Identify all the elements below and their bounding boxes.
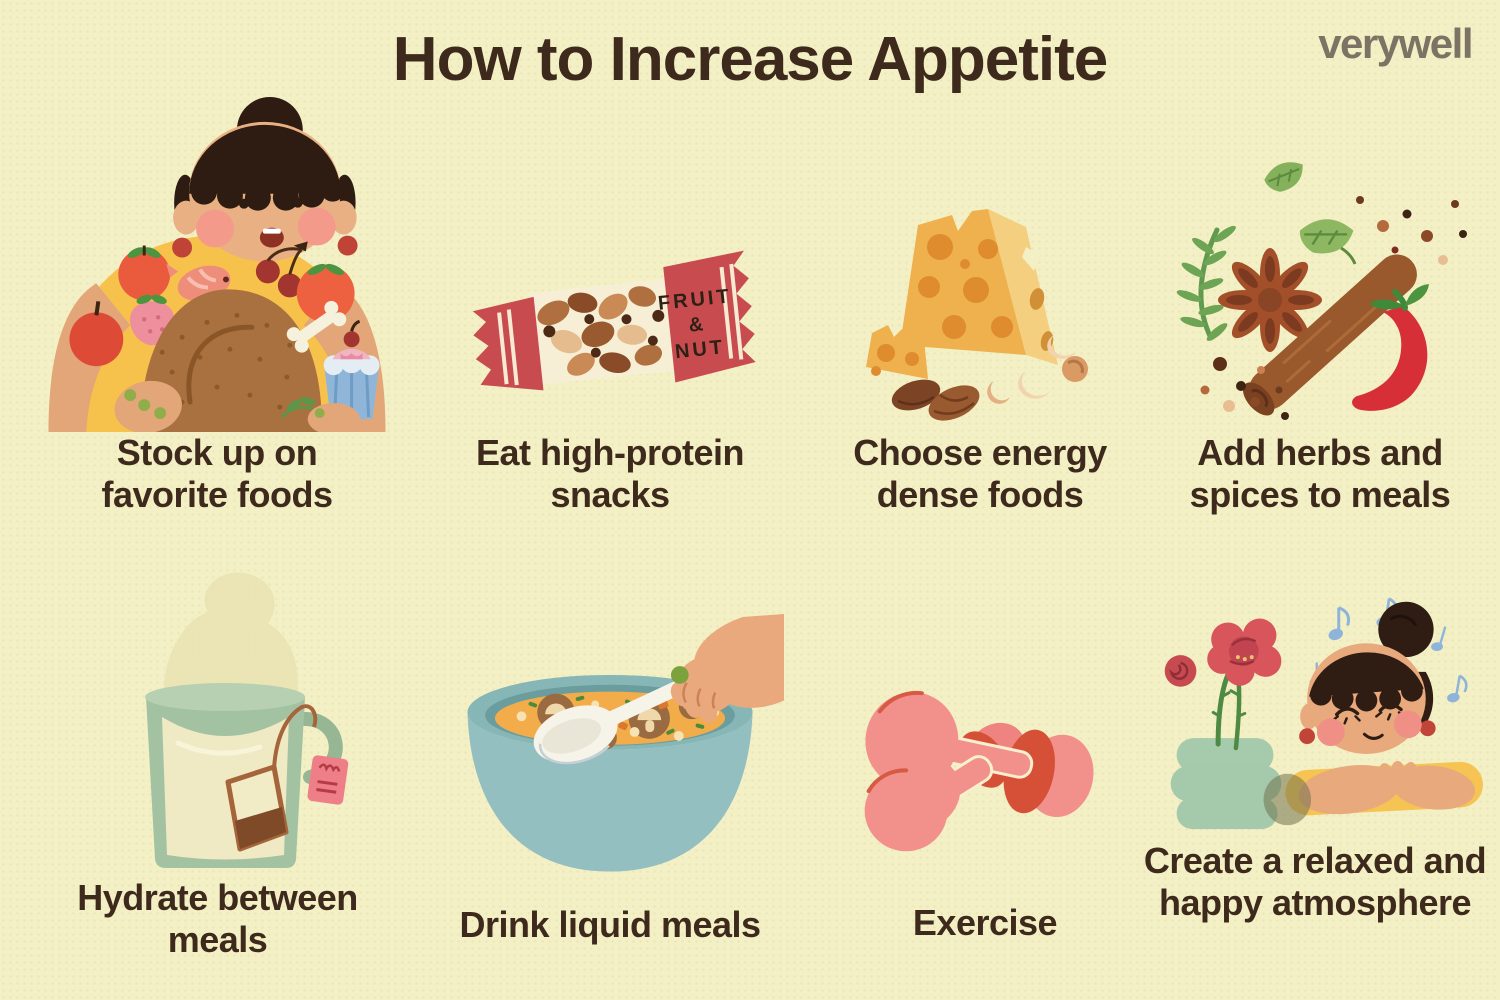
herbs-and-spices-icon [1176,162,1467,420]
tip-herbs-and-spices: Add herbs and spices to meals [1145,88,1495,517]
tip-exercise: Exercise [815,552,1155,944]
tip-caption: Eat high-protein snacks [476,432,744,516]
tip-caption: Choose energy dense foods [853,432,1107,516]
tip-relaxed-happy-atmosphere: Create a relaxed and happy atmosphere [1130,552,1500,925]
soup-bowl-with-spoon-icon [467,614,784,872]
page-title: How to Increase Appetite [392,25,1108,94]
tip-hydrate-between-meals: Hydrate between meals [30,552,405,962]
tip-drink-liquid-meals: Drink liquid meals [415,552,805,946]
tip-caption: Add herbs and spices to meals [1189,432,1451,516]
tip-caption: Create a relaxed and happy atmosphere [1143,840,1487,924]
relaxed-girl-flowers-music-icon [1164,597,1483,830]
tea-cup-with-teabag-icon [144,572,348,868]
tip-energy-dense-foods: Choose energy dense foods [805,88,1155,517]
cheese-and-nuts-icon [866,209,1088,421]
tip-stock-up-favorite-foods: Stock up on favorite foods [28,88,406,517]
tip-caption: Drink liquid meals [459,904,761,945]
verywell-logo: verywell [1318,20,1473,67]
woman-holding-turkey-icon [48,96,386,432]
bar-label-line2: & [688,313,708,337]
tip-caption: Stock up on favorite foods [101,432,333,516]
tip-caption: Exercise [912,902,1058,943]
tip-caption: Hydrate between meals [77,877,358,961]
fruit-and-nut-bar-icon: FRUIT & NUT [472,250,756,391]
pink-dumbbells-icon [864,690,1094,852]
tip-high-protein-snacks: FRUIT & NUT Eat high-protein snacks [420,88,800,517]
bar-label-line3: NUT [674,336,726,363]
